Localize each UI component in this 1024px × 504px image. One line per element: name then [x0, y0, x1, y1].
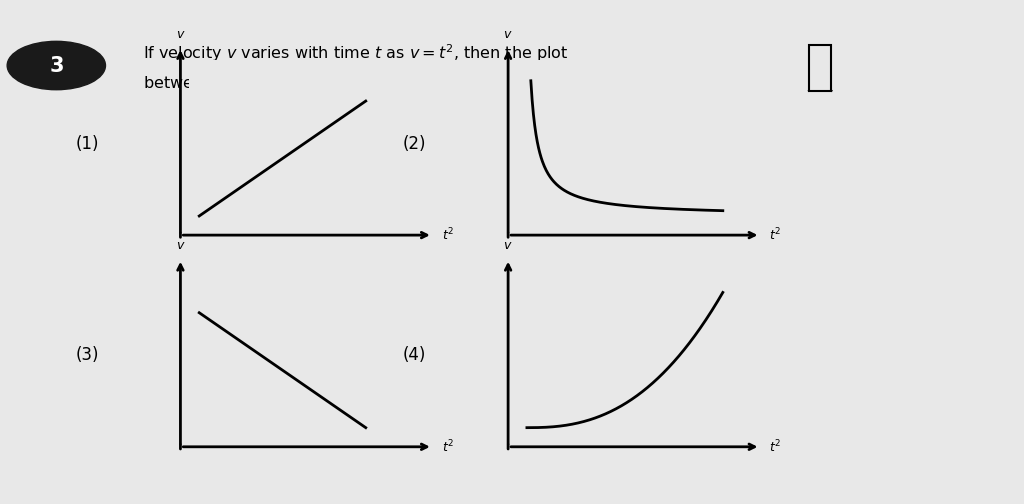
Text: $v$: $v$: [504, 28, 513, 40]
Circle shape: [7, 41, 105, 90]
Text: (1): (1): [76, 135, 98, 153]
Text: $v$: $v$: [176, 239, 185, 252]
Text: $t^2$: $t^2$: [441, 438, 454, 455]
Text: $v$: $v$: [176, 28, 185, 40]
FancyBboxPatch shape: [809, 45, 831, 91]
Text: (4): (4): [403, 346, 426, 364]
Text: $t^2$: $t^2$: [441, 227, 454, 243]
Text: 3: 3: [49, 55, 63, 76]
Text: (3): (3): [76, 346, 98, 364]
Text: If velocity $v$ varies with time $t$ as $v = t^2$, then the plot: If velocity $v$ varies with time $t$ as …: [143, 42, 568, 64]
Text: (2): (2): [403, 135, 426, 153]
Text: $v$: $v$: [504, 239, 513, 252]
Text: $t^2$: $t^2$: [769, 227, 781, 243]
Text: between $v$ and $t^2$ will be given as:: between $v$ and $t^2$ will be given as:: [143, 72, 417, 94]
Text: $t^2$: $t^2$: [769, 438, 781, 455]
